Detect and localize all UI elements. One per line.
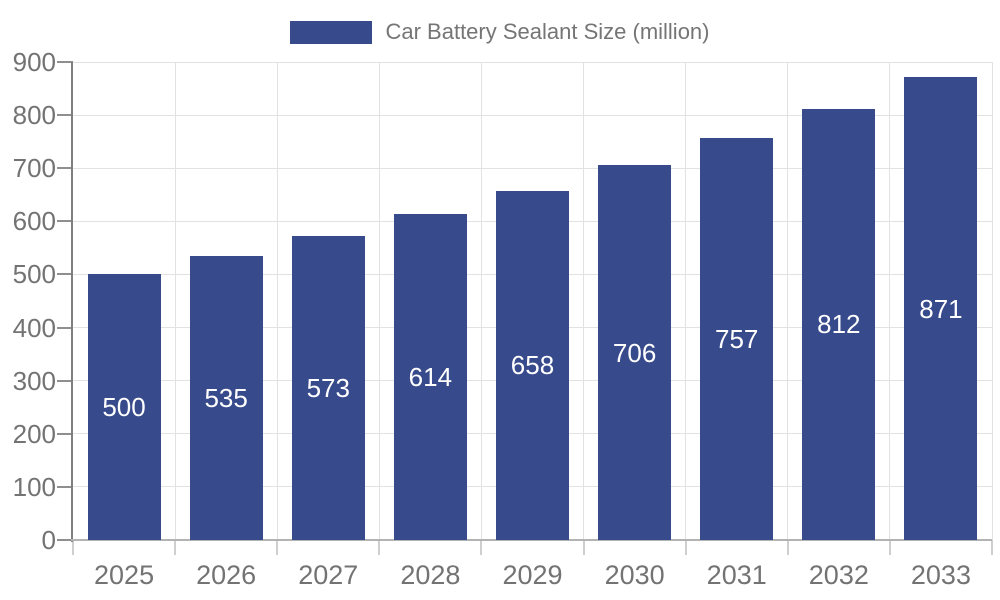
x-axis-tick [72, 540, 74, 555]
chart-legend[interactable]: Car Battery Sealant Size (million) [0, 16, 1000, 48]
y-tick-label: 200 [12, 418, 56, 449]
y-axis-tick [57, 167, 73, 170]
legend-label: Car Battery Sealant Size (million) [385, 19, 710, 44]
y-tick-label: 600 [12, 206, 56, 237]
bar-value-label: 535 [204, 382, 248, 413]
bar-2029[interactable] [496, 190, 569, 540]
x-gridline [787, 62, 789, 540]
x-axis-line [71, 539, 992, 541]
bar-2032[interactable] [802, 108, 876, 540]
bar-value-label: 757 [715, 323, 759, 354]
x-gridline [991, 62, 993, 540]
x-gridline [378, 62, 380, 540]
x-tick-label: 2030 [604, 560, 665, 590]
x-tick-label: 2031 [706, 560, 767, 590]
y-gridline [73, 114, 992, 116]
bar-2026[interactable] [189, 255, 263, 540]
y-axis-tick [57, 326, 73, 329]
y-tick-label: 100 [12, 471, 56, 502]
y-gridline [73, 61, 992, 63]
bar-value-label: 658 [510, 350, 555, 381]
x-tick-label: 2032 [808, 560, 869, 590]
y-tick-label: 800 [12, 100, 56, 131]
x-tick-label: 2029 [502, 560, 563, 590]
bar-value-label: 706 [612, 337, 657, 368]
bar-value-label: 871 [919, 293, 963, 324]
x-tick-label: 2027 [298, 560, 359, 590]
y-axis-tick [57, 432, 73, 435]
y-axis-tick [57, 485, 73, 488]
x-gridline [480, 62, 482, 540]
x-axis-tick [378, 540, 381, 555]
y-tick-label: 400 [12, 312, 56, 343]
legend-swatch [290, 20, 373, 44]
x-axis-tick [684, 540, 687, 555]
x-axis-tick [480, 540, 483, 555]
y-axis-tick [57, 379, 73, 382]
bar-value-label: 573 [306, 372, 350, 403]
y-tick-label: 700 [12, 153, 56, 184]
x-axis-tick [991, 540, 993, 555]
bar-2030[interactable] [598, 165, 672, 540]
bar-2027[interactable] [291, 235, 365, 540]
y-axis-tick [57, 220, 73, 223]
y-tick-label: 500 [12, 259, 56, 290]
y-tick-label: 300 [12, 365, 56, 396]
x-gridline [889, 62, 891, 540]
x-axis-tick [174, 540, 177, 555]
y-tick-label: 900 [12, 47, 56, 77]
x-axis-tick [582, 540, 585, 555]
x-axis-tick [276, 540, 279, 555]
bar-value-label: 614 [408, 361, 453, 392]
y-axis-tick [57, 273, 73, 276]
x-axis-tick [888, 540, 891, 555]
x-gridline [583, 62, 585, 540]
x-tick-label: 2026 [196, 560, 257, 590]
y-gridline [73, 167, 992, 169]
x-axis-tick [786, 540, 789, 555]
x-gridline [685, 62, 687, 540]
bar-2033[interactable] [904, 77, 978, 540]
bar-2028[interactable] [393, 213, 467, 540]
y-tick-label: 0 [41, 525, 56, 555]
x-tick-label: 2025 [94, 560, 155, 590]
y-axis-tick [57, 539, 73, 541]
x-tick-label: 2028 [400, 560, 461, 590]
bar-2031[interactable] [700, 137, 774, 540]
bar-value-label: 812 [817, 309, 861, 340]
y-axis-line [71, 62, 73, 542]
x-gridline [276, 62, 278, 540]
x-tick-label: 2033 [910, 560, 971, 590]
bar-value-label: 500 [102, 392, 146, 423]
y-axis-tick [57, 114, 73, 117]
bar-2025[interactable] [87, 274, 161, 540]
y-axis-tick [57, 61, 73, 63]
x-gridline [174, 62, 176, 540]
